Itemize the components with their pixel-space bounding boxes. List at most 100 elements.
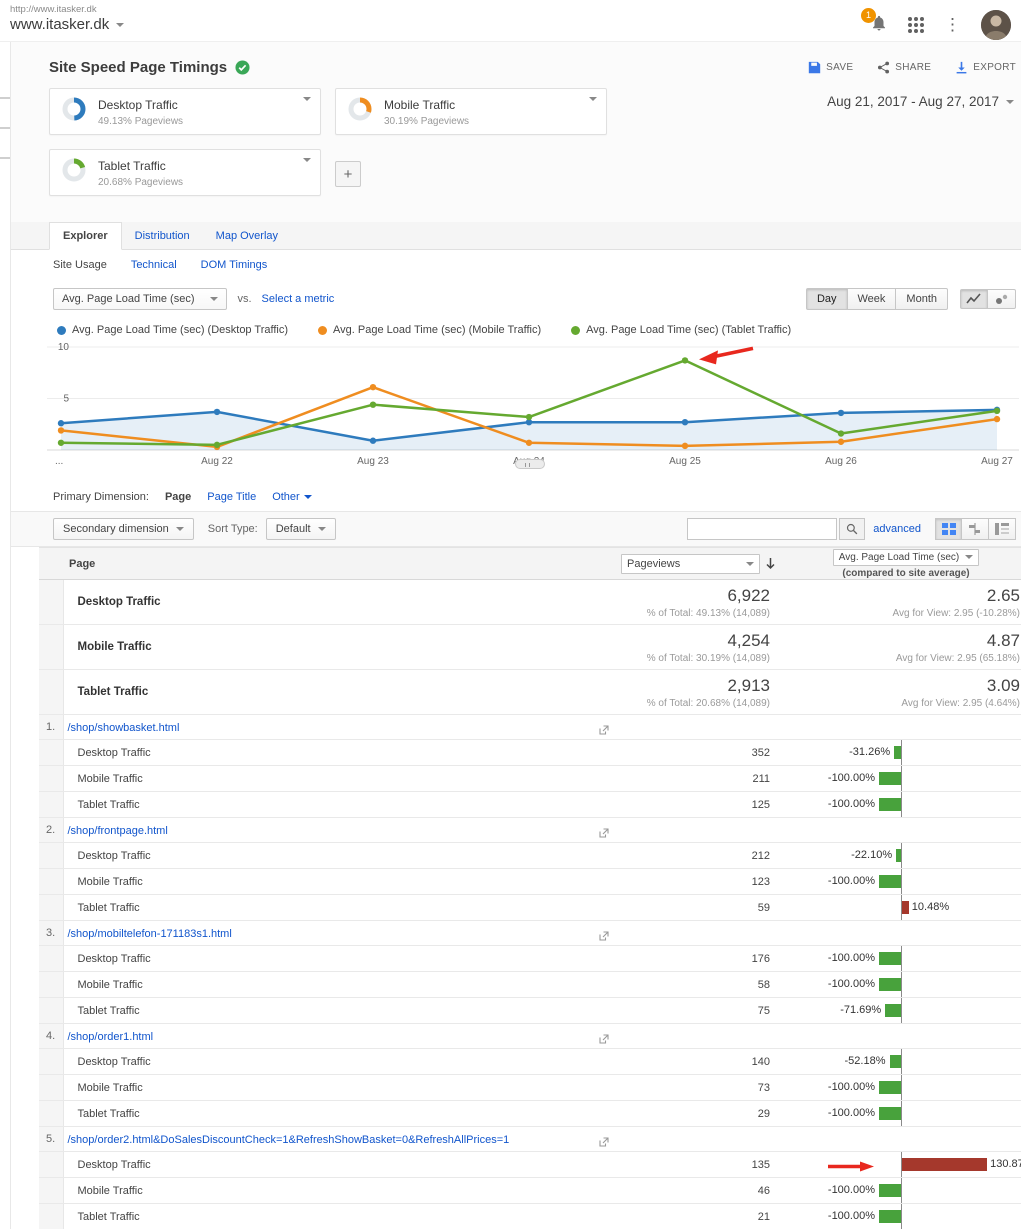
segment-name-cell: Mobile Traffic	[63, 1074, 617, 1101]
chevron-down-icon[interactable]	[303, 158, 311, 162]
vs-label: vs.	[237, 293, 252, 305]
chevron-down-icon[interactable]	[303, 97, 311, 101]
negative-bar	[894, 746, 901, 759]
metric-bar-cell: -100.00%	[780, 945, 1021, 972]
row-number-cell	[39, 1151, 64, 1178]
segment-summary-cell: Desktop Traffic	[63, 579, 617, 625]
apps-grid-icon[interactable]	[908, 17, 924, 33]
page-link[interactable]: /shop/frontpage.html	[67, 825, 168, 837]
bar-label: -31.26%	[849, 746, 891, 758]
sort-type-button[interactable]: Default	[265, 518, 336, 540]
page-link[interactable]: /shop/showbasket.html	[67, 722, 180, 734]
timeline-scrubber-handle[interactable]	[515, 459, 545, 469]
share-button[interactable]: SHARE	[877, 61, 931, 74]
open-in-new-icon[interactable]	[599, 928, 609, 946]
search-icon	[847, 523, 858, 535]
motion-chart-view-button[interactable]	[988, 289, 1016, 309]
avatar[interactable]	[981, 10, 1011, 40]
segment-card-tablet[interactable]: Tablet Traffic 20.68% Pageviews	[49, 149, 321, 196]
pageviews-cell	[617, 714, 780, 740]
bar-label: 10.48%	[911, 901, 950, 913]
row-number-cell	[39, 1100, 64, 1127]
add-segment-button[interactable]: +	[335, 161, 361, 187]
overflow-menu-icon[interactable]: ⋮	[944, 15, 961, 34]
page-link-cell: /shop/order1.html	[63, 1023, 617, 1049]
bar-axis	[901, 946, 902, 971]
segment-name-cell: Tablet Traffic	[63, 894, 617, 921]
metric-note: (compared to site average)	[842, 567, 970, 579]
tab-distribution[interactable]: Distribution	[134, 230, 190, 242]
granularity-day[interactable]: Day	[805, 288, 848, 310]
sort-descending-icon[interactable]	[765, 557, 776, 570]
granularity-month[interactable]: Month	[896, 288, 948, 310]
row-number-cell	[39, 669, 64, 715]
open-in-new-icon[interactable]	[599, 825, 609, 843]
pageviews-column-header: Pageviews	[617, 547, 780, 580]
data-view-button[interactable]	[935, 518, 962, 540]
tab-explorer[interactable]: Explorer	[49, 222, 122, 250]
table-search-input[interactable]	[687, 518, 838, 540]
dimension-other[interactable]: Other	[272, 491, 312, 503]
segment-summary-cell: Tablet Traffic	[63, 669, 617, 715]
tab-map-overlay[interactable]: Map Overlay	[215, 230, 279, 242]
bar-label: -22.10%	[851, 849, 893, 861]
svg-text:Aug 22: Aug 22	[201, 456, 233, 467]
comparison-bar-chart: 130.87%	[780, 1152, 1021, 1177]
pivot-view-button[interactable]	[989, 518, 1016, 540]
chevron-down-icon	[1006, 99, 1014, 104]
metric-column-dropdown[interactable]: Avg. Page Load Time (sec)	[832, 548, 980, 566]
collapsed-sidebar[interactable]	[0, 42, 11, 1229]
subtab-technical[interactable]: Technical	[130, 259, 177, 271]
date-range-picker[interactable]: Aug 21, 2017 - Aug 27, 2017	[827, 94, 1014, 109]
segment-row: Mobile Traffic 58 -100.00%	[39, 971, 1021, 998]
segment-donut-icon	[346, 95, 374, 128]
granularity-week[interactable]: Week	[847, 288, 897, 310]
dimension-page-title[interactable]: Page Title	[207, 491, 257, 503]
page-link[interactable]: /shop/mobiltelefon-171183s1.html	[67, 928, 232, 940]
chevron-down-icon	[175, 527, 184, 531]
open-in-new-icon[interactable]	[599, 1134, 609, 1152]
pageviews-metric-dropdown[interactable]: Pageviews	[621, 553, 760, 574]
open-in-new-icon[interactable]	[599, 722, 609, 740]
select-metric-link[interactable]: Select a metric	[261, 293, 335, 305]
metric-summary-cell: 4.87 Avg for View: 2.95 (65.18%)	[780, 624, 1021, 670]
table-controls: Secondary dimension Sort Type: Default a…	[11, 511, 1021, 547]
comparison-bar-chart: -71.69%	[780, 998, 1021, 1023]
advanced-search-link[interactable]: advanced	[873, 523, 921, 535]
segment-card-mobile[interactable]: Mobile Traffic 30.19% Pageviews	[335, 88, 607, 135]
export-button[interactable]: EXPORT	[955, 61, 1016, 74]
line-chart-view-button[interactable]	[960, 289, 988, 309]
segment-name-cell: Tablet Traffic	[63, 1203, 617, 1229]
negative-bar	[879, 798, 901, 811]
search-button[interactable]	[839, 518, 866, 540]
table-header-row: Page Pageviews	[39, 547, 1021, 580]
notifications-button[interactable]: 1	[861, 7, 888, 37]
row-number-cell	[39, 791, 64, 818]
account-selector[interactable]: www.itasker.dk	[10, 16, 125, 33]
secondary-dimension-button[interactable]: Secondary dimension	[53, 518, 194, 540]
segment-name-cell: Mobile Traffic	[63, 868, 617, 895]
subtab-site-usage[interactable]: Site Usage	[53, 259, 107, 271]
comparison-bar-chart: -100.00%	[780, 766, 1021, 791]
segment-summary-cell: Mobile Traffic	[63, 624, 617, 670]
metric-dropdown[interactable]: Avg. Page Load Time (sec)	[53, 288, 228, 310]
segment-card-desktop[interactable]: Desktop Traffic 49.13% Pageviews	[49, 88, 321, 135]
chevron-down-icon[interactable]	[589, 97, 597, 101]
segment-row: Mobile Traffic 73 -100.00%	[39, 1074, 1021, 1101]
save-button[interactable]: SAVE	[808, 61, 853, 74]
pageviews-cell: 29	[617, 1100, 780, 1127]
svg-text:Aug 25: Aug 25	[669, 456, 701, 467]
metric-subtext: Avg for View: 2.95 (4.64%)	[901, 697, 1020, 709]
subtab-dom-timings[interactable]: DOM Timings	[200, 259, 268, 271]
segment-row: Desktop Traffic 176 -100.00%	[39, 945, 1021, 972]
page-link[interactable]: /shop/order1.html	[67, 1031, 154, 1043]
page-link[interactable]: /shop/order2.html&DoSalesDiscountCheck=1…	[67, 1134, 510, 1146]
open-in-new-icon[interactable]	[599, 1031, 609, 1049]
dimension-page[interactable]: Page	[164, 491, 192, 503]
row-number-cell	[39, 842, 64, 869]
row-number-cell: 2.	[39, 817, 64, 843]
row-number-cell: 4.	[39, 1023, 64, 1049]
comparison-view-button[interactable]	[962, 518, 989, 540]
